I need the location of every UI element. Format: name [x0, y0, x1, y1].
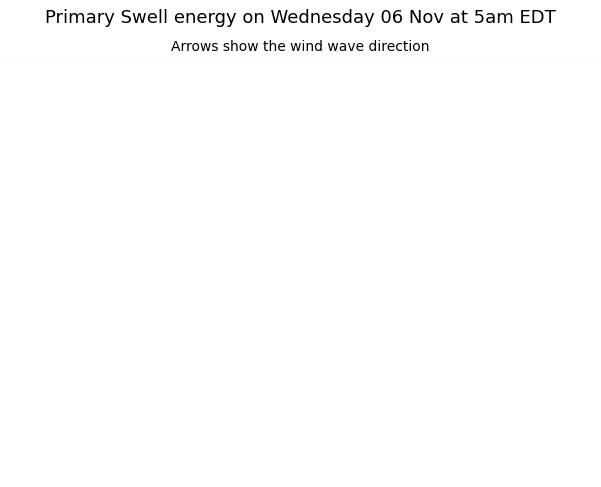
Text: Arrows show the wind wave direction: Arrows show the wind wave direction — [171, 40, 430, 55]
Text: Canada Swell Energy Map
(cartopy not available): Canada Swell Energy Map (cartopy not ava… — [174, 255, 427, 296]
Text: Primary Swell energy on Wednesday 06 Nov at 5am EDT: Primary Swell energy on Wednesday 06 Nov… — [45, 9, 556, 27]
